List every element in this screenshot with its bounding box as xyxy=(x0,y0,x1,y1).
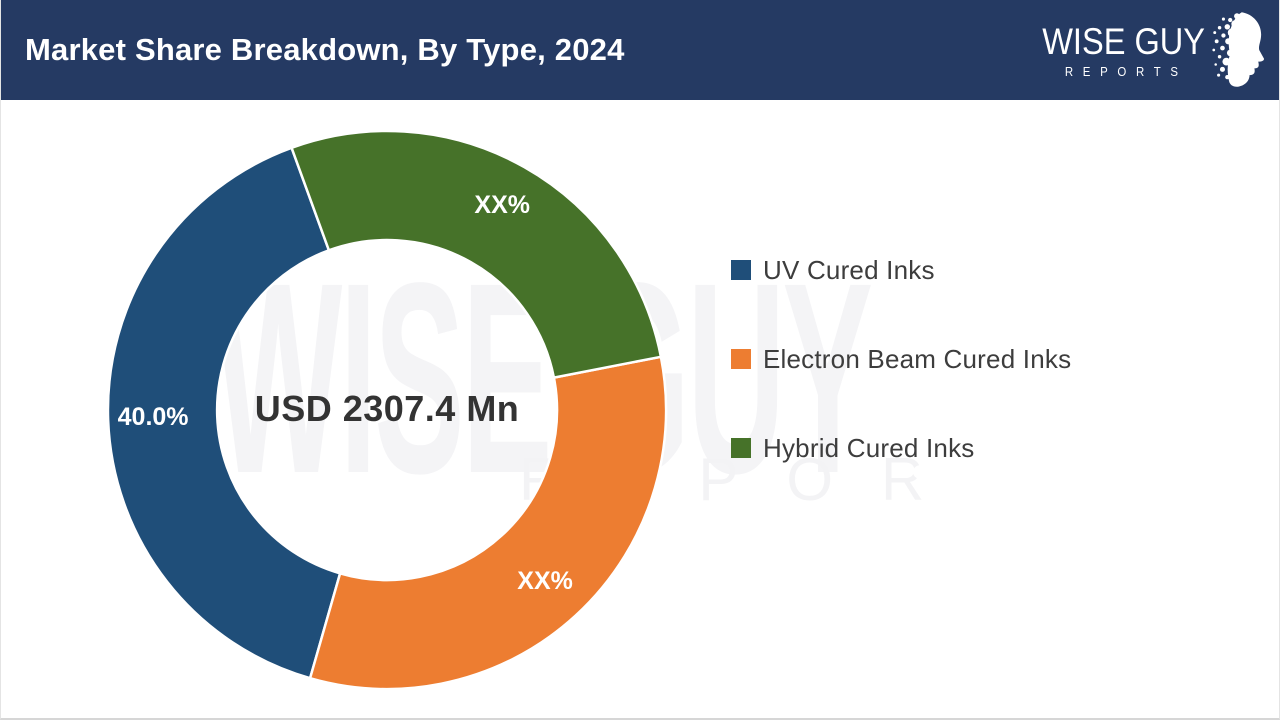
legend: UV Cured Inks Electron Beam Cured Inks H… xyxy=(731,254,1072,463)
slice-percentage-label: 40.0% xyxy=(118,403,189,431)
legend-item-uv-cured: UV Cured Inks xyxy=(731,254,1071,285)
legend-item-hybrid: Hybrid Cured Inks xyxy=(731,432,1071,463)
legend-swatch xyxy=(731,349,751,369)
slice-percentage-label: XX% xyxy=(474,191,530,219)
pie-slice-electron-beam xyxy=(308,355,668,691)
legend-label: Hybrid Cured Inks xyxy=(763,432,975,463)
donut-center-value: USD 2307.4 Mn xyxy=(254,388,520,429)
header-bar: Market Share Breakdown, By Type, 2024 WI… xyxy=(1,0,1279,100)
donut-chart: 40.0% XX% XX% xyxy=(104,127,670,693)
wiseguy-logo: WISE GUY REPORTS xyxy=(1020,11,1265,89)
legend-item-electron-beam: Electron Beam Cured Inks xyxy=(731,343,1072,374)
logo-subtext: REPORTS xyxy=(1064,63,1188,79)
legend-swatch xyxy=(731,260,751,280)
legend-swatch xyxy=(731,438,751,458)
logo-wordmark: WISE GUY xyxy=(1042,20,1205,62)
slice-percentage-label: XX% xyxy=(517,567,573,595)
legend-label: UV Cured Inks xyxy=(763,254,935,285)
pie-slice-uv-cured xyxy=(106,146,342,680)
pie-slice-hybrid xyxy=(290,129,663,379)
wiseguy-head-icon xyxy=(1212,12,1265,87)
legend-label: Electron Beam Cured Inks xyxy=(763,343,1072,374)
page-title: Market Share Breakdown, By Type, 2024 xyxy=(25,32,625,67)
